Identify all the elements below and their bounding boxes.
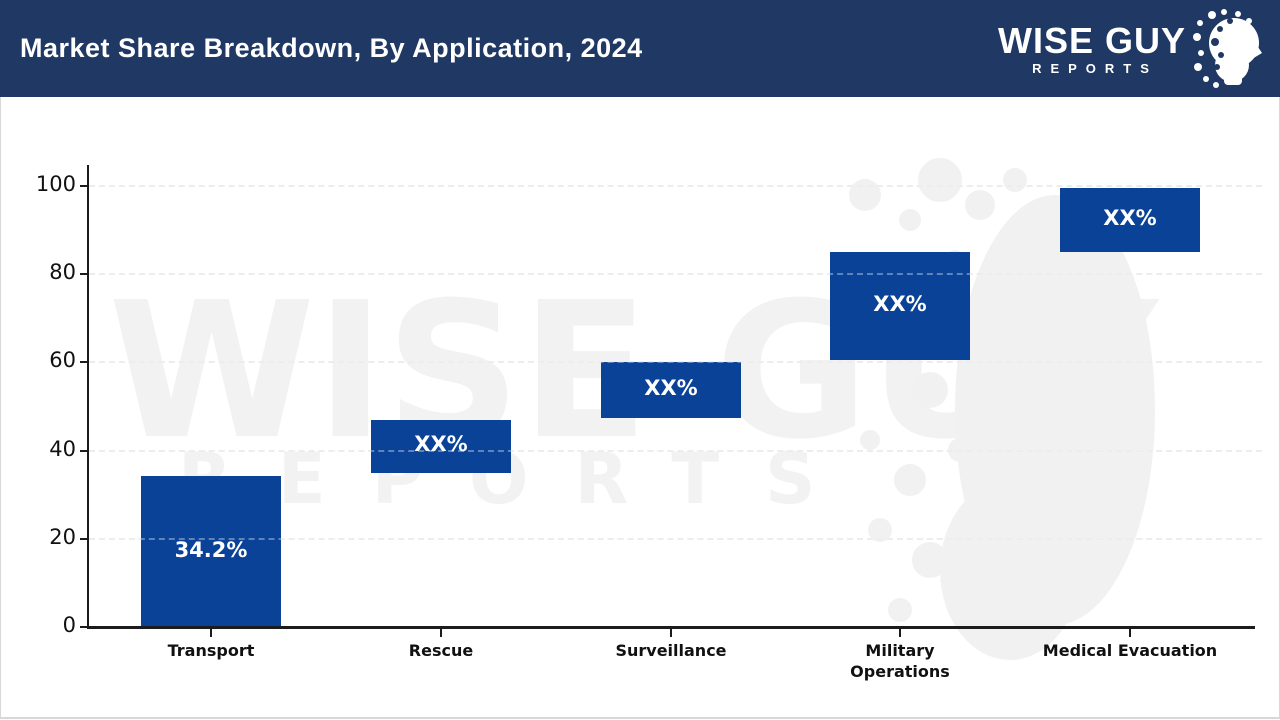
bar-military-operations xyxy=(830,252,970,361)
y-tick-label-0: 0 xyxy=(62,613,76,637)
x-tick-mark xyxy=(1129,629,1131,637)
page-title: Market Share Breakdown, By Application, … xyxy=(20,33,643,63)
x-tick-mark xyxy=(670,629,672,637)
grid-line-overlay-80 xyxy=(89,273,1262,276)
y-axis-line xyxy=(87,165,89,628)
bar-value-label: XX% xyxy=(1103,206,1157,231)
y-tick-label-40: 40 xyxy=(49,436,76,461)
x-tick-mark xyxy=(210,629,212,637)
logo-wiseguy-text: WISE GUY xyxy=(997,19,1186,61)
x-axis-line xyxy=(87,626,1255,629)
x-tick-mark xyxy=(440,629,442,637)
grid-line-overlay-40 xyxy=(89,449,1262,452)
y-tick-mark-0 xyxy=(80,626,89,628)
y-tick-mark-40 xyxy=(80,449,89,452)
bar-surveillance xyxy=(601,362,741,418)
y-tick-mark-80 xyxy=(80,273,89,276)
y-tick-label-60: 60 xyxy=(49,348,76,373)
x-category-label-transport: Transport xyxy=(167,641,255,660)
wise-guy-reports-logo: WISE GUY REPORTS xyxy=(998,8,1262,90)
logo-reports-text: REPORTS xyxy=(1032,61,1158,77)
bar-value-label: 34.2% xyxy=(174,537,248,562)
grid-line-40 xyxy=(89,449,1262,452)
x-category-label-medical-evacuation: Medical Evacuation xyxy=(1042,641,1218,660)
bar-medical-evacuation xyxy=(1060,188,1200,253)
x-tick-mark xyxy=(899,629,901,637)
bar-value-label: XX% xyxy=(644,375,698,400)
grid-line-20 xyxy=(89,537,1262,540)
y-tick-mark-100 xyxy=(80,185,89,187)
grid-line-100 xyxy=(89,185,1262,187)
bar-rescue xyxy=(371,419,511,473)
x-category-label-surveillance: Surveillance xyxy=(615,641,727,660)
bar-value-label: XX% xyxy=(414,432,468,457)
y-tick-label-100: 100 xyxy=(35,172,76,196)
logo-text: WISE GUY REPORTS xyxy=(997,19,1186,77)
y-tick-mark-60 xyxy=(80,361,89,364)
grid-line-overlay-20 xyxy=(89,537,1262,540)
y-tick-label-20: 20 xyxy=(49,524,76,549)
header-bar: Market Share Breakdown, By Application, … xyxy=(0,0,1280,97)
grid-line-80 xyxy=(89,273,1262,276)
logo-face-icon xyxy=(1193,9,1262,88)
y-tick-label-80: 80 xyxy=(49,260,76,285)
x-category-label-military-operations: Military Operations xyxy=(850,641,950,681)
x-category-label-rescue: Rescue xyxy=(408,641,474,660)
y-tick-mark-20 xyxy=(80,537,89,540)
bar-value-label: XX% xyxy=(873,292,927,317)
bar-transport xyxy=(141,476,281,627)
grid-line-overlay-100 xyxy=(89,185,1262,187)
grid-line-overlay-60 xyxy=(89,361,1262,364)
